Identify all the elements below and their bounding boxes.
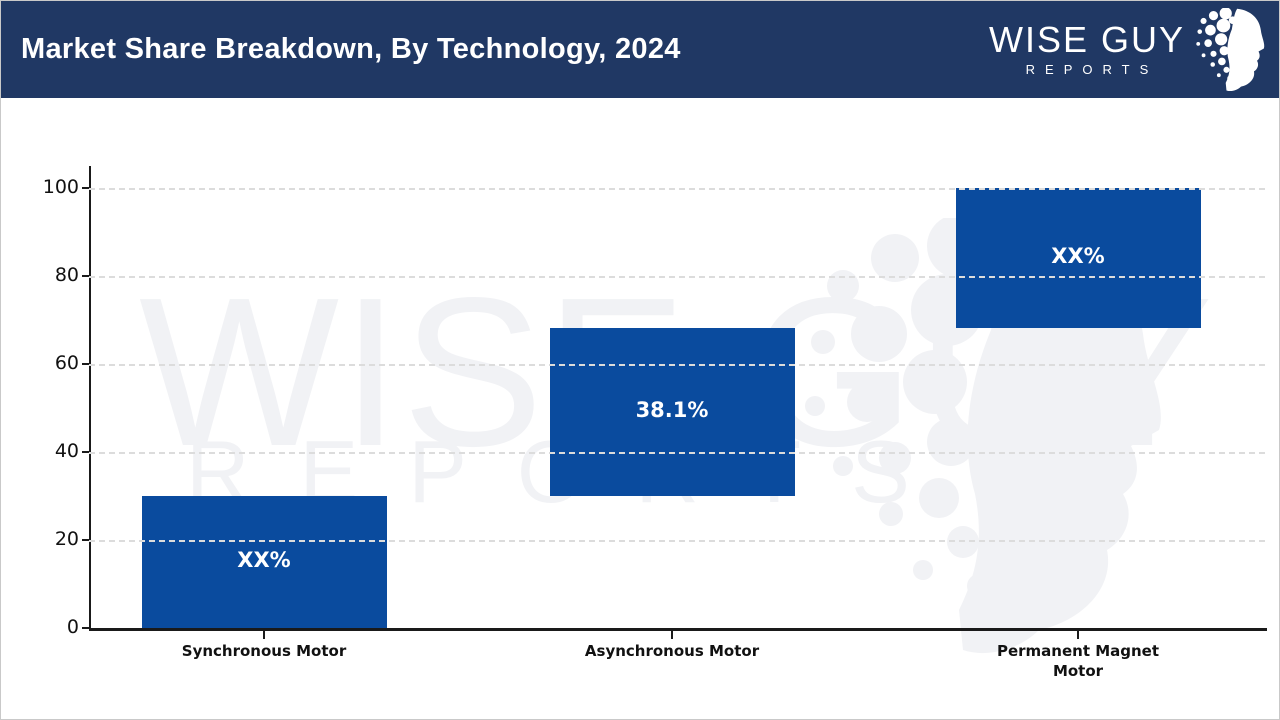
y-axis-tick-label: 40 — [54, 440, 79, 462]
chart-title: Market Share Breakdown, By Technology, 2… — [21, 33, 681, 65]
x-axis-tick-mark — [671, 631, 673, 639]
y-axis-tick-mark — [82, 187, 89, 189]
y-axis-tick-mark — [82, 363, 89, 365]
logo-text: WISE GUY REPORTS — [988, 19, 1185, 78]
x-axis-line — [89, 628, 1267, 631]
dotted-face-icon — [1196, 7, 1265, 91]
x-axis-tick-mark — [1077, 631, 1079, 639]
logo-wordmark: WISE GUY — [988, 19, 1185, 60]
y-axis-line — [89, 166, 91, 630]
y-axis-tick-label: 100 — [42, 176, 79, 198]
bar-value-label: XX% — [237, 548, 291, 572]
gridline — [89, 188, 1265, 190]
y-axis-tick-mark — [82, 275, 89, 277]
gridline — [89, 276, 1265, 278]
x-axis-tick-mark — [263, 631, 265, 639]
logo-subtitle: REPORTS — [1025, 62, 1159, 77]
category-label: Asynchronous Motor — [584, 642, 760, 660]
y-axis-tick-label: 20 — [54, 528, 79, 550]
y-axis-tick-mark — [82, 627, 89, 629]
gridline — [89, 540, 1265, 542]
bar-segment — [549, 328, 795, 496]
gridline — [89, 364, 1265, 366]
category-label: Synchronous Motor — [181, 642, 347, 660]
y-axis-tick-mark — [82, 539, 89, 541]
y-axis-tick-label: 0 — [66, 616, 79, 638]
bar-value-label: XX% — [1051, 244, 1105, 269]
wise-guy-reports-logo: WISE GUY REPORTS — [988, 7, 1267, 92]
y-axis-tick-label: 60 — [54, 352, 79, 374]
bar-segment — [141, 496, 387, 628]
y-axis-tick-mark — [82, 451, 89, 453]
gridline — [89, 452, 1265, 454]
header-band: Market Share Breakdown, By Technology, 2… — [1, 1, 1279, 98]
bar-value-label: 38.1% — [635, 398, 709, 423]
category-label: Permanent Magnet Motor — [996, 642, 1160, 681]
y-axis-tick-label: 80 — [54, 264, 79, 286]
